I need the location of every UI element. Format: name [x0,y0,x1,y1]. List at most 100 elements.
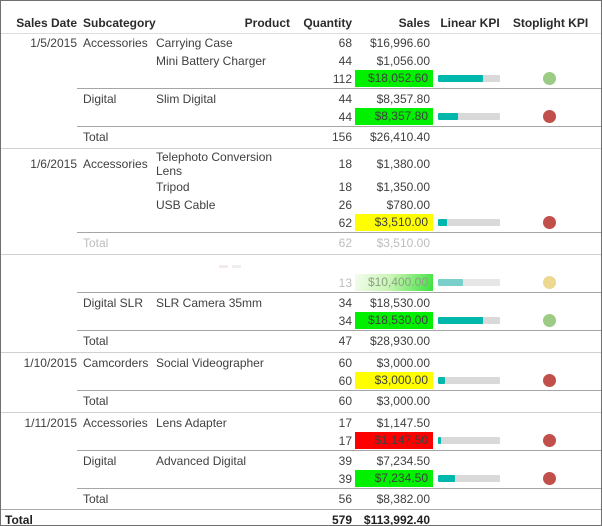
cell-subcategory: Camcorders [83,356,149,370]
cell-subcategory: Total [83,492,109,506]
cell-quantity: 39 [338,454,352,468]
faded-remnant [232,265,241,268]
cell-sales: $1,380.00 [354,157,434,171]
cell-quantity: 68 [338,36,352,50]
cell-sales-date: 1/6/2015 [30,157,77,171]
linear-kpi-gauge [438,113,500,120]
linear-kpi-fill [438,437,442,444]
table-row: 62 $3,510.00 [1,214,601,231]
table-row: Total 47 $28,930.00 [1,332,601,350]
table-row: Mini Battery Charger 44 $1,056.00 [1,52,601,70]
cell-sales: $1,147.50 [354,432,434,449]
sales-value: $8,357.80 [376,92,430,106]
cell-quantity: 44 [338,109,352,124]
sales-value: $8,357.80 [355,108,433,125]
cell-product: Lens Adapter [156,416,227,430]
sales-value: $780.00 [386,198,430,212]
cell-linear-kpi [434,377,506,384]
sales-value: $18,530.00 [369,296,430,310]
table-row: 44 $8,357.80 [1,108,601,125]
column-header-stoplight-kpi: Stoplight KPI [512,15,589,30]
sales-value: $7,234.50 [376,454,430,468]
cell-sales: $28,930.00 [354,334,434,348]
stoplight-red-icon [543,216,556,229]
column-header-sales: Sales [398,15,430,30]
group-divider [1,148,601,149]
stoplight-red-icon [543,434,556,447]
faded-remnant [219,265,228,268]
cell-linear-kpi [434,113,506,120]
subtotal-divider [77,488,601,489]
column-header-linear-kpi: Linear KPI [440,15,500,30]
cell-linear-kpi [434,475,506,482]
cell-sales: $8,357.80 [354,92,434,106]
subtotal-divider [77,450,601,451]
cell-quantity: 112 [332,71,352,86]
table-row: Total 62 $3,510.00 [1,234,601,252]
sales-value: $16,996.60 [369,36,430,50]
table-row: 17 $1,147.50 [1,432,601,449]
linear-kpi-gauge [438,377,500,384]
cell-quantity: 62 [338,215,352,230]
sales-value: $1,380.00 [376,157,430,171]
cell-quantity: 17 [338,416,352,430]
linear-kpi-fill [438,317,484,324]
cell-sales: $3,000.00 [354,372,434,389]
table-header-row: Sales Date Subcategory Product Quantity … [1,12,601,34]
grand-total-divider [1,509,601,510]
table-body: 1/5/2015 Accessories Carrying Case 68 $16,99… [1,34,601,508]
cell-stoplight-kpi [506,276,601,289]
cell-linear-kpi [434,75,506,82]
cell-stoplight-kpi [506,434,601,447]
cell-linear-kpi [434,317,506,324]
table-row: 1/11/2015 Accessories Lens Adapter 17 $1,147… [1,414,601,432]
cell-quantity: 34 [338,296,352,310]
cell-quantity: 60 [338,394,352,408]
cell-subcategory: Accessories [83,416,148,430]
sales-value: $3,000.00 [376,356,430,370]
table-row: USB Cable 26 $780.00 [1,196,601,214]
linear-kpi-fill [438,475,456,482]
cell-quantity: 60 [338,356,352,370]
cell-stoplight-kpi [506,216,601,229]
table-row: Total 156 $26,410.40 [1,128,601,146]
cell-subcategory: Accessories [83,157,148,171]
cell-sales: $3,510.00 [354,236,434,250]
table-row: 39 $7,234.50 [1,470,601,487]
cell-quantity: 34 [338,313,352,328]
table-row: Total 60 $3,000.00 [1,392,601,410]
cell-subcategory: Digital [83,92,117,106]
linear-kpi-fill [438,279,464,286]
cell-subcategory: Total [83,334,109,348]
column-header-product: Product [244,15,290,30]
cell-stoplight-kpi [506,72,601,85]
cell-sales: $8,382.00 [354,492,434,506]
linear-kpi-gauge [438,317,500,324]
linear-kpi-gauge [438,279,500,286]
cell-quantity: 56 [338,492,352,506]
cell-sales-date: 1/5/2015 [30,36,77,50]
cell-subcategory: Digital SLR [83,296,144,310]
linear-kpi-gauge [438,75,500,82]
group-divider [1,254,601,255]
cell-stoplight-kpi [506,374,601,387]
cell-product: Carrying Case [156,36,233,50]
stoplight-red-icon [543,472,556,485]
linear-kpi-fill [438,219,447,226]
table-row [1,256,601,274]
cell-product: USB Cable [156,198,216,212]
cell-sales: $3,000.00 [354,394,434,408]
group-divider [1,412,601,413]
stoplight-yellow-faded-icon [543,276,556,289]
linear-kpi-fill [438,113,459,120]
cell-stoplight-kpi [506,472,601,485]
subtotal-divider [77,88,601,89]
cell-quantity: 18 [338,157,352,171]
linear-kpi-fill [438,377,446,384]
linear-kpi-gauge [438,475,500,482]
sales-value: $3,000.00 [355,372,433,389]
cell-product: Telephoto Conversion Lens [156,150,273,178]
sales-value: $28,930.00 [369,334,430,348]
cell-quantity: 62 [338,236,352,250]
sales-value: $1,056.00 [376,54,430,68]
